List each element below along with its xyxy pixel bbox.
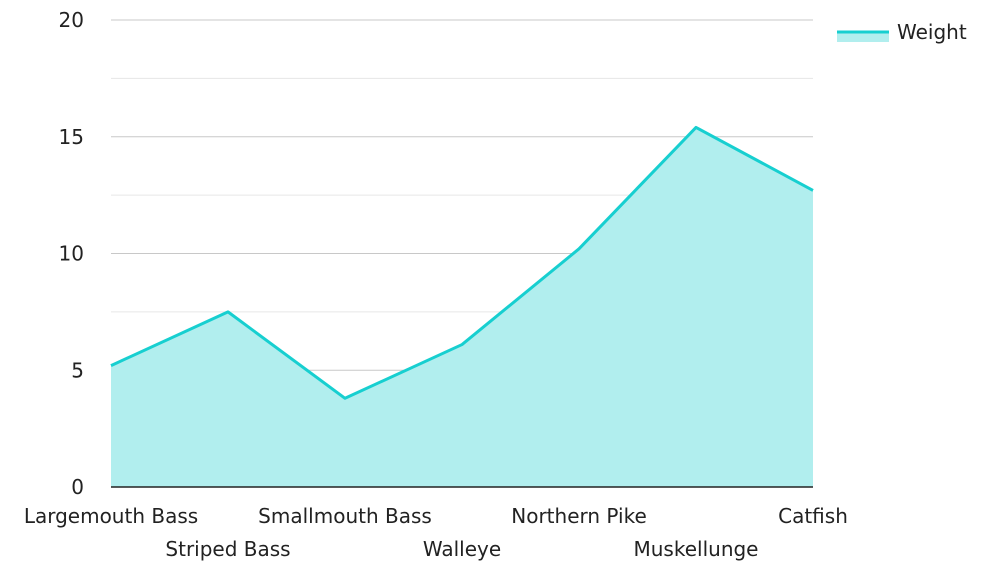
series-area-weight (111, 127, 813, 487)
y-tick-label: 15 (59, 125, 84, 149)
x-tick-label: Catfish (778, 504, 848, 528)
x-tick-label: Muskellunge (634, 537, 759, 561)
legend-label: Weight (897, 20, 967, 44)
x-tick-label: Smallmouth Bass (258, 504, 432, 528)
y-tick-label: 10 (59, 242, 84, 266)
y-tick-label: 20 (59, 8, 84, 32)
x-tick-label: Striped Bass (165, 537, 290, 561)
plot-area (111, 127, 813, 487)
y-tick-label: 0 (71, 475, 84, 499)
x-tick-label: Largemouth Bass (24, 504, 198, 528)
y-tick-label: 5 (71, 358, 84, 382)
x-tick-label: Northern Pike (511, 504, 647, 528)
legend: Weight (837, 20, 967, 44)
x-tick-label: Walleye (423, 537, 501, 561)
